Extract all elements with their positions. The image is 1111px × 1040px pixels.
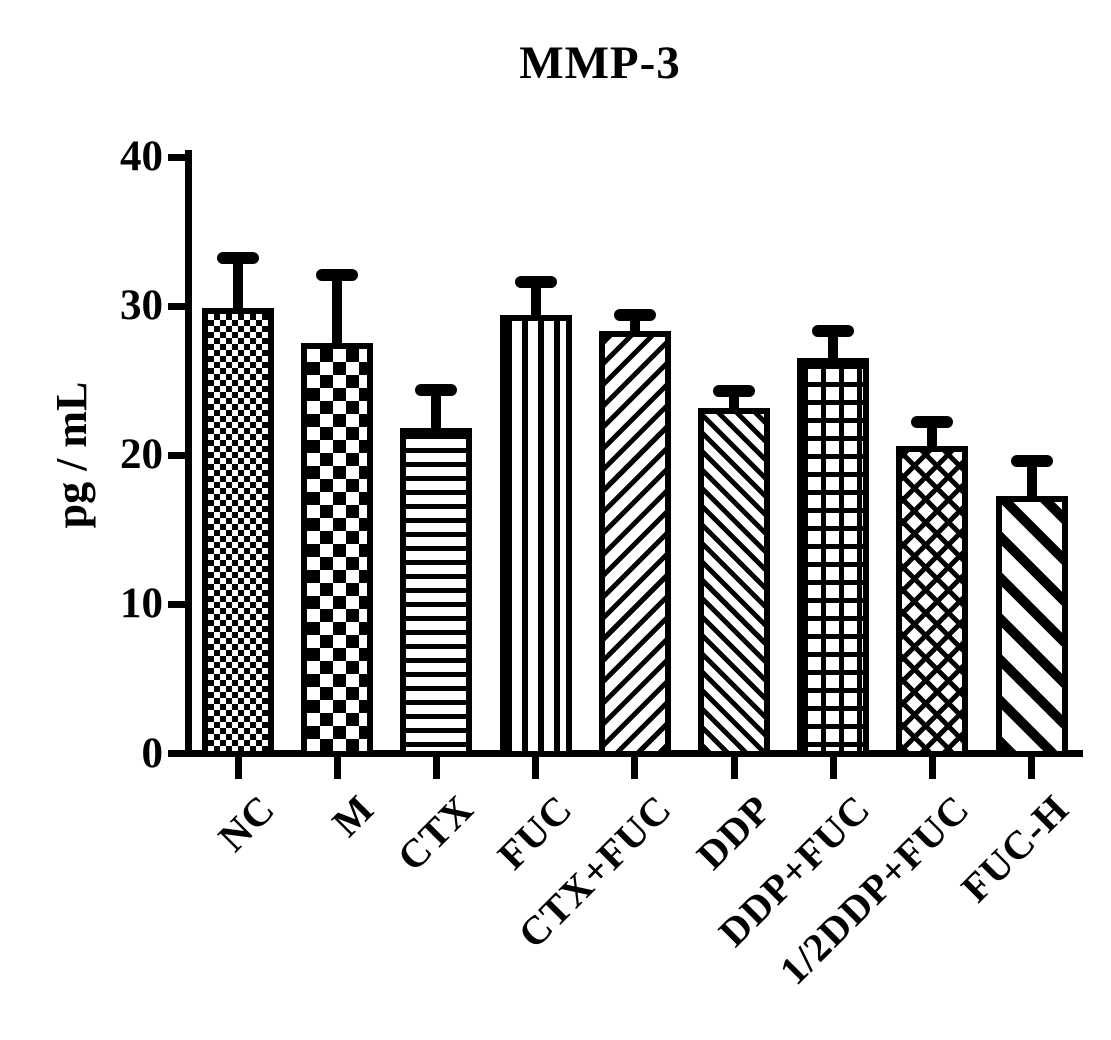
y-tick-mark [168,302,185,310]
bar-CTX [400,428,473,757]
x-tick-mark [928,757,936,779]
error-bar-stem [828,331,839,363]
x-category-label: NC [209,785,284,860]
error-bar-stem [332,274,343,348]
bar-DDP [698,407,770,757]
x-tick-mark [432,757,440,779]
x-category-label: CTX [388,785,483,880]
x-category-label: FUC-H [952,785,1078,911]
bar-CTX+FUC [598,331,671,757]
x-tick-mark [333,757,341,779]
x-tick-mark [631,757,639,779]
error-bar-stem [1026,461,1037,500]
error-bar-stem [431,389,442,433]
y-tick-label: 0 [141,729,164,777]
bar-FUC [499,315,572,757]
bar-NC [202,307,274,757]
y-tick-label: 30 [120,282,163,330]
x-tick-mark [730,757,738,779]
x-tick-mark [1028,757,1036,779]
error-bar-cap [713,385,755,398]
y-tick-label: 40 [120,133,163,180]
error-bar-cap [316,268,359,281]
error-bar-stem [233,258,243,312]
y-tick-mark [168,451,185,459]
error-bar-cap [911,416,954,429]
error-bar-stem [530,282,541,320]
y-tick-mark [168,600,185,608]
x-category-label: FUC [489,785,582,878]
bar-M [301,343,374,757]
error-bar-cap [217,252,259,265]
error-bar-cap [514,276,557,289]
error-bar-stem [927,422,938,451]
error-bar-cap [1010,455,1053,468]
x-tick-mark [829,757,837,779]
y-tick-label: 20 [120,431,163,479]
y-axis-line [185,150,192,757]
x-tick-mark [532,757,540,779]
error-bar-cap [415,383,458,396]
y-tick-mark [168,750,185,757]
y-tick-mark [168,153,185,161]
bar-FUC-H [995,495,1068,757]
y-tick-label: 10 [120,580,163,628]
error-bar-stem [729,391,739,412]
error-bar-cap [812,325,855,338]
x-category-label: M [323,785,383,846]
error-bar-cap [613,309,656,322]
x-category-label: DDP [687,785,780,878]
x-tick-mark [234,757,242,779]
error-bar-stem [629,315,640,336]
bar-1/2DDP+FUC [896,446,969,757]
chart-title: MMP-3 [519,37,681,89]
bar-DDP+FUC [797,358,870,757]
